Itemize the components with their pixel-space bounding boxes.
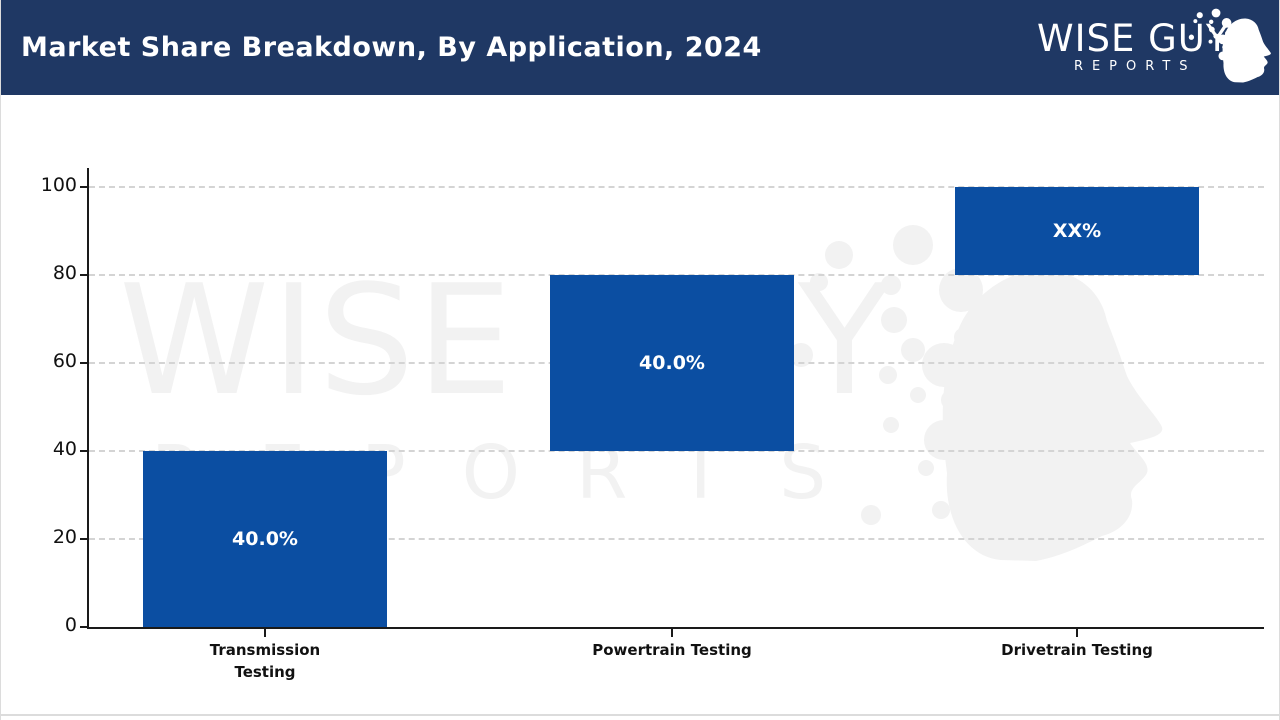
y-axis-tick-label: 100 (40, 174, 77, 196)
bar-value-label: 40.0% (639, 352, 705, 374)
brand-subtitle: REPORTS (1073, 59, 1197, 74)
brand-logo-text: WISE GUY REPORTS (1037, 20, 1229, 74)
y-axis-tickmark (80, 274, 89, 276)
gridline (89, 538, 1264, 540)
gridline (89, 186, 1264, 188)
x-category-label: Drivetrain Testing (1001, 641, 1153, 659)
y-axis-tick-label: 20 (52, 526, 77, 548)
y-axis-tick-label: 80 (52, 262, 77, 284)
page-title: Market Share Breakdown, By Application, … (21, 32, 762, 63)
x-axis-tickmark (1076, 629, 1078, 637)
y-axis-line (87, 168, 89, 629)
watermark-face-dots-icon (789, 225, 1163, 561)
x-category-label: Powertrain Testing (592, 641, 752, 659)
bottom-divider (1, 714, 1279, 716)
x-axis-tickmark (671, 629, 673, 637)
y-axis-tickmark (80, 362, 89, 364)
y-axis-tickmark (80, 538, 89, 540)
bar-value-label: XX% (1052, 220, 1102, 242)
brand-face-icon (1188, 8, 1271, 83)
y-axis-tickmark (80, 450, 89, 452)
x-category-label: Transmission Testing (209, 641, 321, 681)
bar-segment: 40.0% (550, 275, 794, 451)
y-axis-tick-label: 40 (52, 438, 77, 460)
header-banner: Market Share Breakdown, By Application, … (1, 0, 1279, 95)
bar-value-label: 40.0% (232, 528, 298, 550)
y-axis-tickmark (80, 626, 89, 628)
y-axis-tick-label: 60 (52, 350, 77, 372)
x-axis-tickmark (264, 629, 266, 637)
y-axis-tick-label: 0 (64, 614, 77, 636)
brand-name: WISE GUY (1037, 17, 1230, 60)
y-axis-tickmark (80, 186, 89, 188)
gridline (89, 450, 1264, 452)
bar-segment: 40.0% (143, 451, 387, 627)
x-axis-line (87, 627, 1264, 629)
bar-segment: XX% (955, 187, 1199, 275)
brand-logo: WISE GUY REPORTS (1009, 6, 1271, 90)
